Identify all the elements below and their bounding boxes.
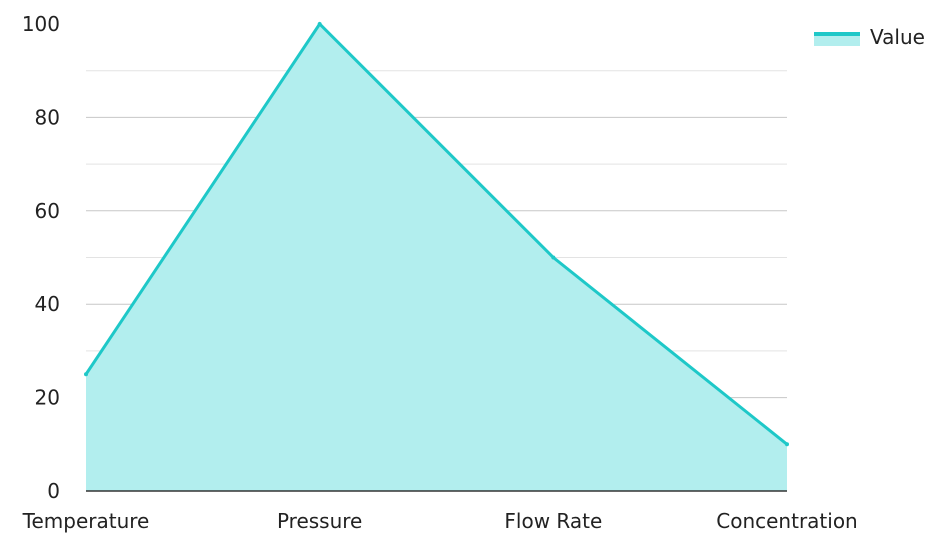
series-line [84, 21, 788, 446]
y-tick-label: 80 [35, 105, 60, 129]
y-tick-label: 100 [22, 12, 60, 36]
y-tick-label: 60 [35, 199, 60, 223]
y-tick-label: 0 [47, 479, 60, 503]
x-tick-label: Concentration [716, 509, 857, 533]
data-point-pressure [317, 22, 322, 26]
area-series [84, 21, 789, 491]
y-tick-label: 20 [35, 386, 60, 410]
data-point-flow-rate [551, 255, 556, 260]
axes: 0 20 40 60 80 100 Temperature Pressure Flow Rate… [22, 12, 858, 533]
legend: Value [814, 25, 925, 49]
area-fill [86, 24, 787, 491]
x-tick-label: Temperature [22, 509, 150, 533]
legend-swatch [814, 34, 860, 46]
data-point-concentration [785, 442, 789, 447]
legend-label: Value [870, 25, 925, 49]
x-tick-label: Flow Rate [504, 509, 602, 533]
x-tick-label: Pressure [277, 509, 362, 533]
data-point-temperature [84, 372, 88, 377]
y-tick-label: 40 [35, 292, 60, 316]
